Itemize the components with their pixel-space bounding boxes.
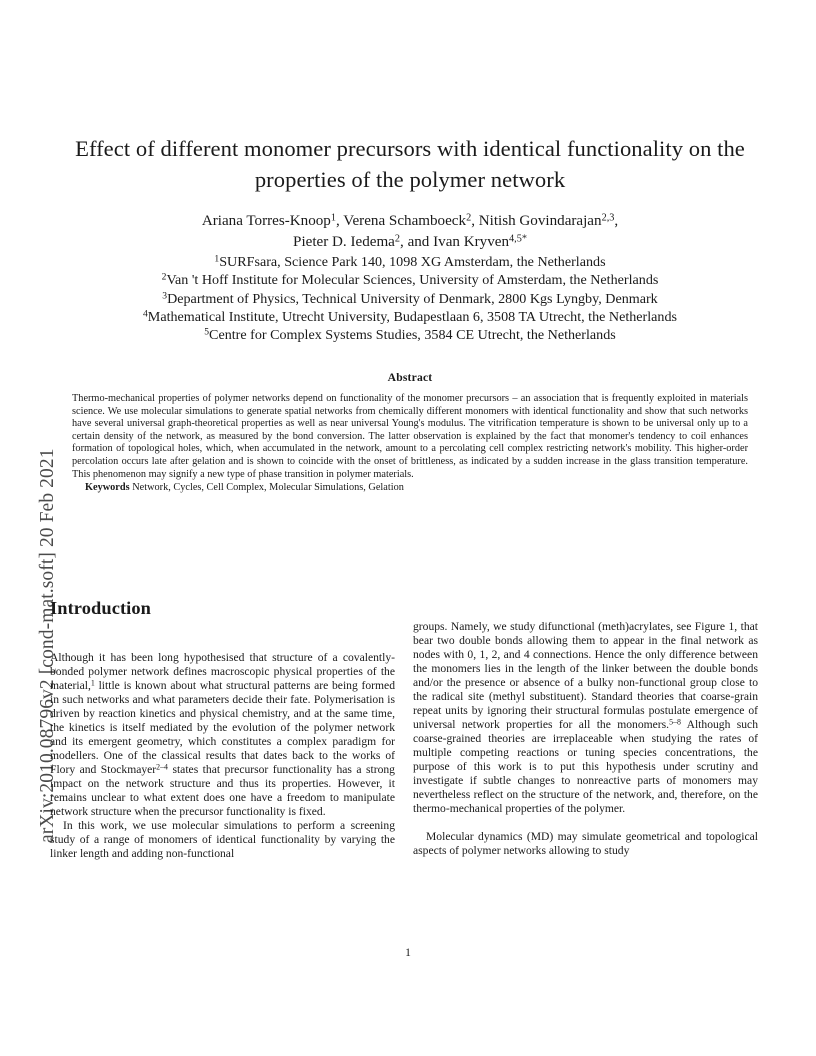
affiliation-marker: 5 <box>204 326 210 338</box>
author-separator: , <box>614 213 619 229</box>
paragraph: groups. Namely, we study difunctional (m… <box>413 620 758 816</box>
paragraph-text: little is known about what structural pa… <box>50 679 395 777</box>
author-affiliation-marker: 2,3 <box>601 212 615 224</box>
section-heading-introduction: Introduction <box>50 598 152 618</box>
author-list: Ariana Torres-Knoop1, Verena Schamboeck2… <box>60 211 760 252</box>
author-name: , and Ivan Kryven <box>400 233 509 250</box>
affiliation-text: Centre for Complex Systems Studies, 3584… <box>209 327 616 344</box>
affiliation-item: 2Van 't Hoff Institute for Molecular Sci… <box>60 271 760 289</box>
affiliation-text: Mathematical Institute, Utrecht Universi… <box>147 308 677 325</box>
page-title: Effect of different monomer precursors w… <box>75 136 745 192</box>
affiliation-item: 4Mathematical Institute, Utrecht Univers… <box>60 308 760 326</box>
author-line-2: Pieter D. Iedema2, and Ivan Kryven4,5* <box>60 232 760 253</box>
author-affiliation-marker: 4,5* <box>509 232 527 244</box>
citation-reference: 1 <box>90 678 95 688</box>
paragraph-text: states that precursor functionality has … <box>50 763 395 819</box>
author-name: , Nitish Govindarajan <box>471 213 602 229</box>
affiliation-item: 1SURFsara, Science Park 140, 1098 XG Ams… <box>60 253 760 271</box>
citation-reference: 2–4 <box>156 762 168 772</box>
paragraph: Molecular dynamics (MD) may simulate geo… <box>413 830 758 858</box>
author-line-1: Ariana Torres-Knoop1, Verena Schamboeck2… <box>60 211 760 232</box>
paragraph: Although it has been long hypothesised t… <box>50 651 395 819</box>
author-name: Ariana Torres-Knoop <box>201 213 331 229</box>
affiliation-marker: 4 <box>143 308 148 320</box>
citation-reference: 5–8 <box>669 717 681 727</box>
author-name: Pieter D. Iedema <box>293 233 395 250</box>
affiliation-text: Van 't Hoff Institute for Molecular Scie… <box>166 272 659 289</box>
affiliation-item: 3Department of Physics, Technical Univer… <box>60 290 760 308</box>
author-name: , Verena Schamboeck <box>335 213 467 229</box>
body-column-right: groups. Namely, we study difunctional (m… <box>413 620 758 858</box>
page-number: 1 <box>405 946 411 959</box>
affiliation-marker: 2 <box>161 271 167 283</box>
affiliation-item: 5Centre for Complex Systems Studies, 358… <box>60 326 760 344</box>
title-block: Effect of different monomer precursors w… <box>60 133 760 344</box>
paragraph-spacer <box>413 816 758 830</box>
abstract-heading: Abstract <box>387 371 433 384</box>
affiliation-text: Department of Physics, Technical Univers… <box>167 290 658 307</box>
paragraph-text: Although such coarse-grained theories ar… <box>413 718 758 816</box>
author-affiliation-marker: 2 <box>394 232 401 244</box>
keywords-values: Network, Cycles, Cell Complex, Molecular… <box>129 482 404 494</box>
body-column-left: Although it has been long hypothesised t… <box>50 651 395 861</box>
affiliation-list: 1SURFsara, Science Park 140, 1098 XG Ams… <box>60 253 760 344</box>
abstract-text: Thermo-mechanical properties of polymer … <box>72 393 748 480</box>
affiliation-marker: 3 <box>162 290 168 302</box>
author-affiliation-marker: 1 <box>330 212 336 224</box>
keywords-label: Keywords <box>85 482 130 494</box>
paragraph-text: Although it has been long hypothesised t… <box>50 651 395 693</box>
author-affiliation-marker: 2 <box>466 212 472 224</box>
paragraph: In this work, we use molecular simulatio… <box>50 819 395 861</box>
abstract-block: Abstract Thermo-mechanical properties of… <box>72 371 748 495</box>
affiliation-marker: 1 <box>214 253 220 265</box>
affiliation-text: SURFsara, Science Park 140, 1098 XG Amst… <box>219 254 606 270</box>
keywords-line: Keywords Network, Cycles, Cell Complex, … <box>72 482 748 495</box>
paragraph-text: groups. Namely, we study difunctional (m… <box>413 620 758 732</box>
